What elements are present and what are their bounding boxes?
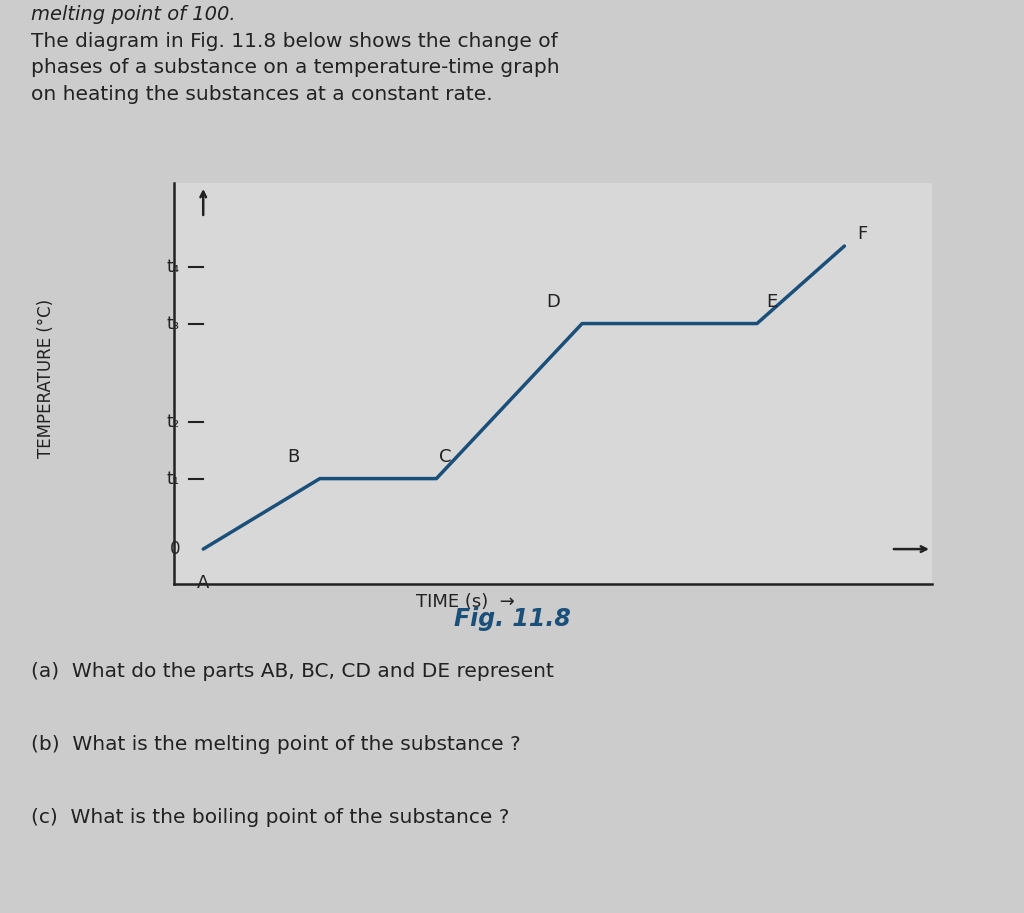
Text: B: B <box>288 448 300 466</box>
Text: Fig. 11.8: Fig. 11.8 <box>454 607 570 631</box>
Text: t₁: t₁ <box>167 469 180 488</box>
Text: (b)  What is the melting point of the substance ?: (b) What is the melting point of the sub… <box>31 735 520 754</box>
Text: t₄: t₄ <box>167 258 180 276</box>
Text: C: C <box>439 448 452 466</box>
Text: t₃: t₃ <box>167 315 180 332</box>
Text: F: F <box>857 225 867 243</box>
Text: The diagram in Fig. 11.8 below shows the change of
phases of a substance on a te: The diagram in Fig. 11.8 below shows the… <box>31 32 559 104</box>
Text: (a)  What do the parts AB, BC, CD and DE represent: (a) What do the parts AB, BC, CD and DE … <box>31 662 554 681</box>
Text: TEMPERATURE (°C): TEMPERATURE (°C) <box>37 299 55 458</box>
Text: TIME (s)  →: TIME (s) → <box>416 593 515 611</box>
Text: t₂: t₂ <box>167 414 180 431</box>
Text: melting point of 100.: melting point of 100. <box>31 5 236 24</box>
Text: E: E <box>766 293 777 310</box>
Text: 0: 0 <box>169 540 180 558</box>
Text: A: A <box>197 573 210 592</box>
Text: D: D <box>546 293 560 310</box>
Text: (c)  What is the boiling point of the substance ?: (c) What is the boiling point of the sub… <box>31 808 509 827</box>
